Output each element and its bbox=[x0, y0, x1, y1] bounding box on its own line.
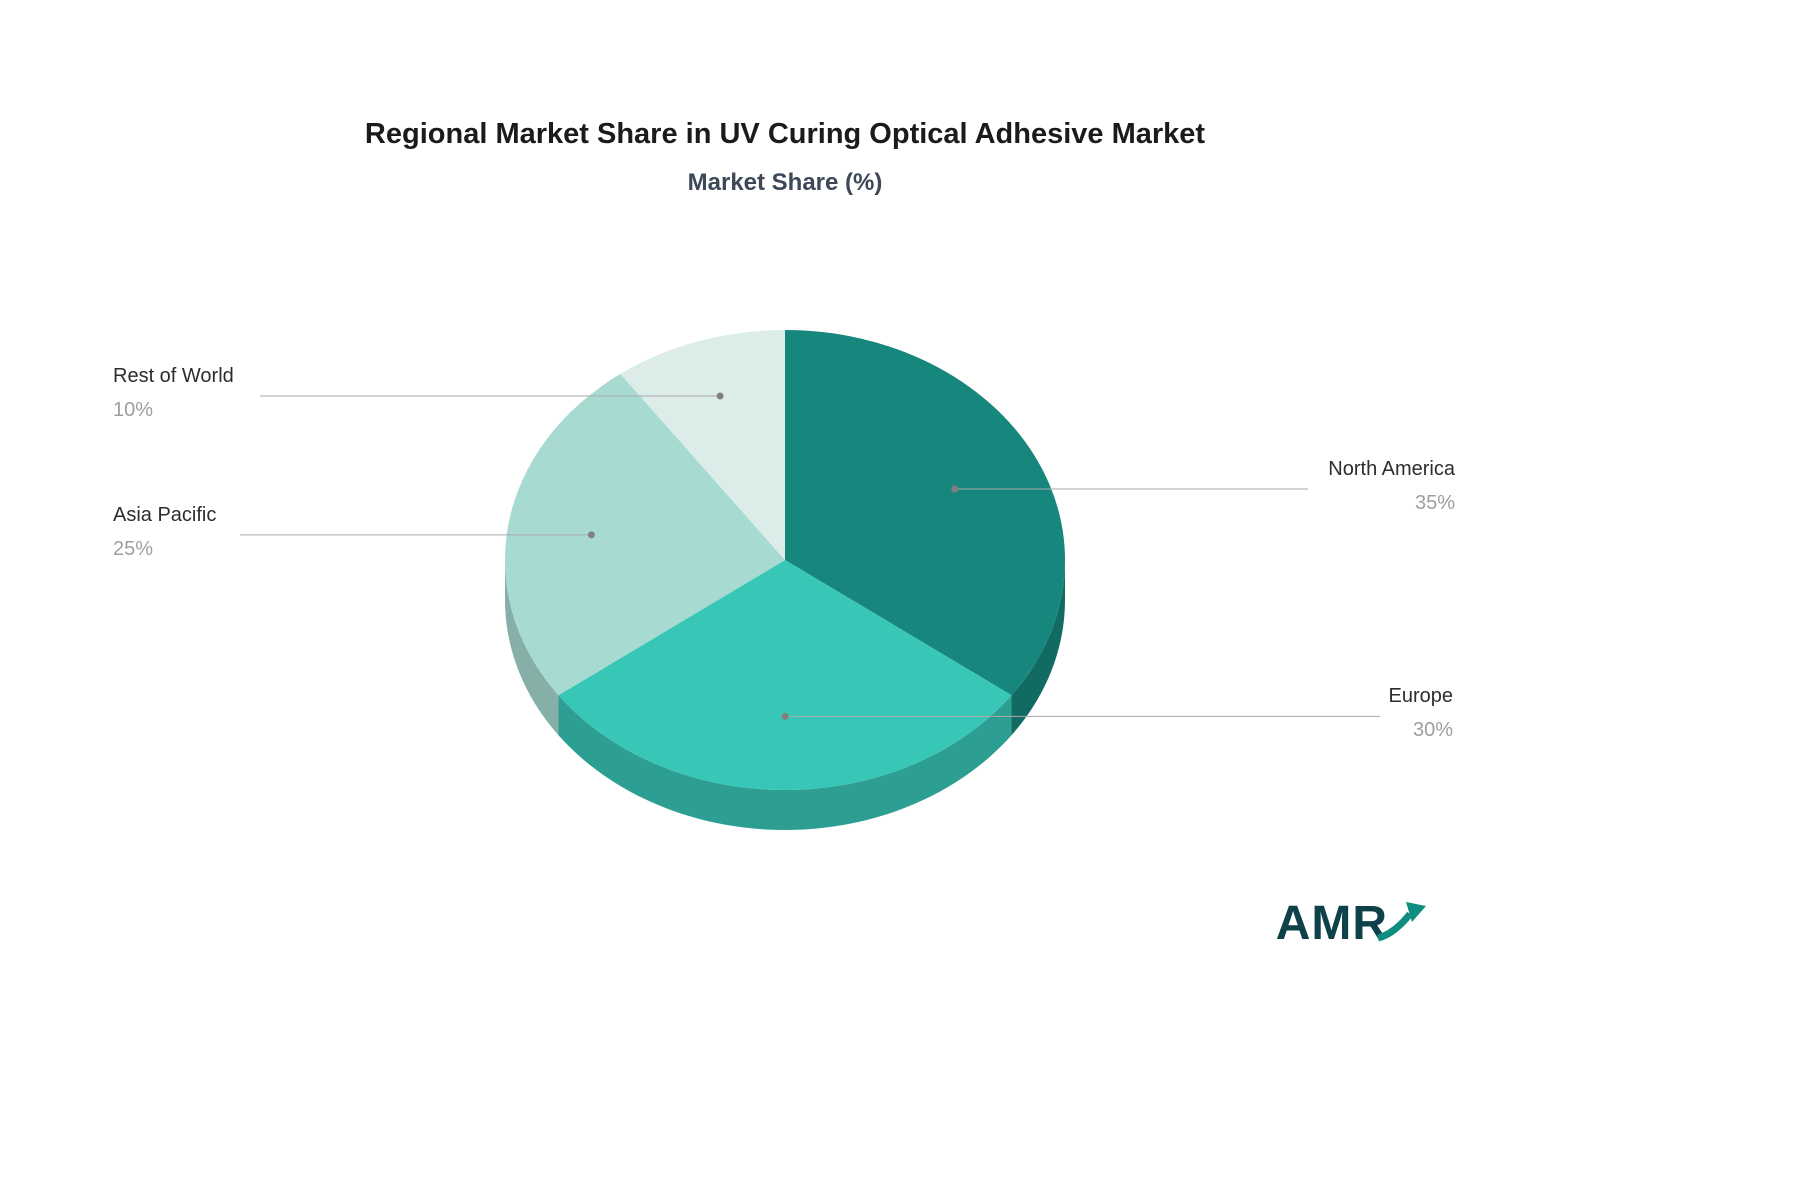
chart-subtitle: Market Share (%) bbox=[687, 169, 883, 196]
slice-name: Rest of World bbox=[113, 364, 234, 387]
leader-dot-rest-of-world bbox=[716, 392, 724, 400]
pie-slice-europe bbox=[558, 560, 1012, 790]
pie-rim-asia-pacific bbox=[505, 560, 559, 736]
slice-value: 25% bbox=[113, 537, 154, 560]
amr-logo-arrow-icon bbox=[1376, 902, 1426, 942]
slice-value: 35% bbox=[1414, 491, 1455, 514]
chart-title: Regional Market Share in UV Curing Optic… bbox=[364, 118, 1206, 150]
pie-slice-north-america bbox=[785, 330, 1065, 696]
slice-label-europe: Europe 30% bbox=[1113, 680, 1454, 748]
pie-rim-north-america bbox=[1011, 560, 1065, 736]
slice-label-rest-of-world: Rest of World 10% bbox=[113, 360, 453, 428]
leader-dot-asia-pacific bbox=[587, 531, 595, 539]
pie-slice-asia-pacific bbox=[505, 373, 785, 696]
amr-logo: AMR bbox=[1276, 898, 1428, 950]
slice-label-asia-pacific: Asia Pacific 25% bbox=[113, 499, 453, 567]
slice-value: 30% bbox=[1412, 719, 1453, 742]
leader-dot-north-america bbox=[951, 485, 959, 493]
slice-label-north-america: North America 35% bbox=[1115, 453, 1455, 521]
amr-logo-text: AMR bbox=[1275, 897, 1388, 950]
slice-name: Asia Pacific bbox=[113, 503, 217, 526]
pie-rim-europe bbox=[558, 695, 1012, 830]
slice-name: North America bbox=[1328, 457, 1455, 480]
leader-dot-europe bbox=[781, 712, 789, 720]
slice-value: 10% bbox=[113, 398, 154, 421]
pie-slice-rest-of-world bbox=[620, 330, 785, 560]
slice-name: Europe bbox=[1388, 685, 1454, 708]
